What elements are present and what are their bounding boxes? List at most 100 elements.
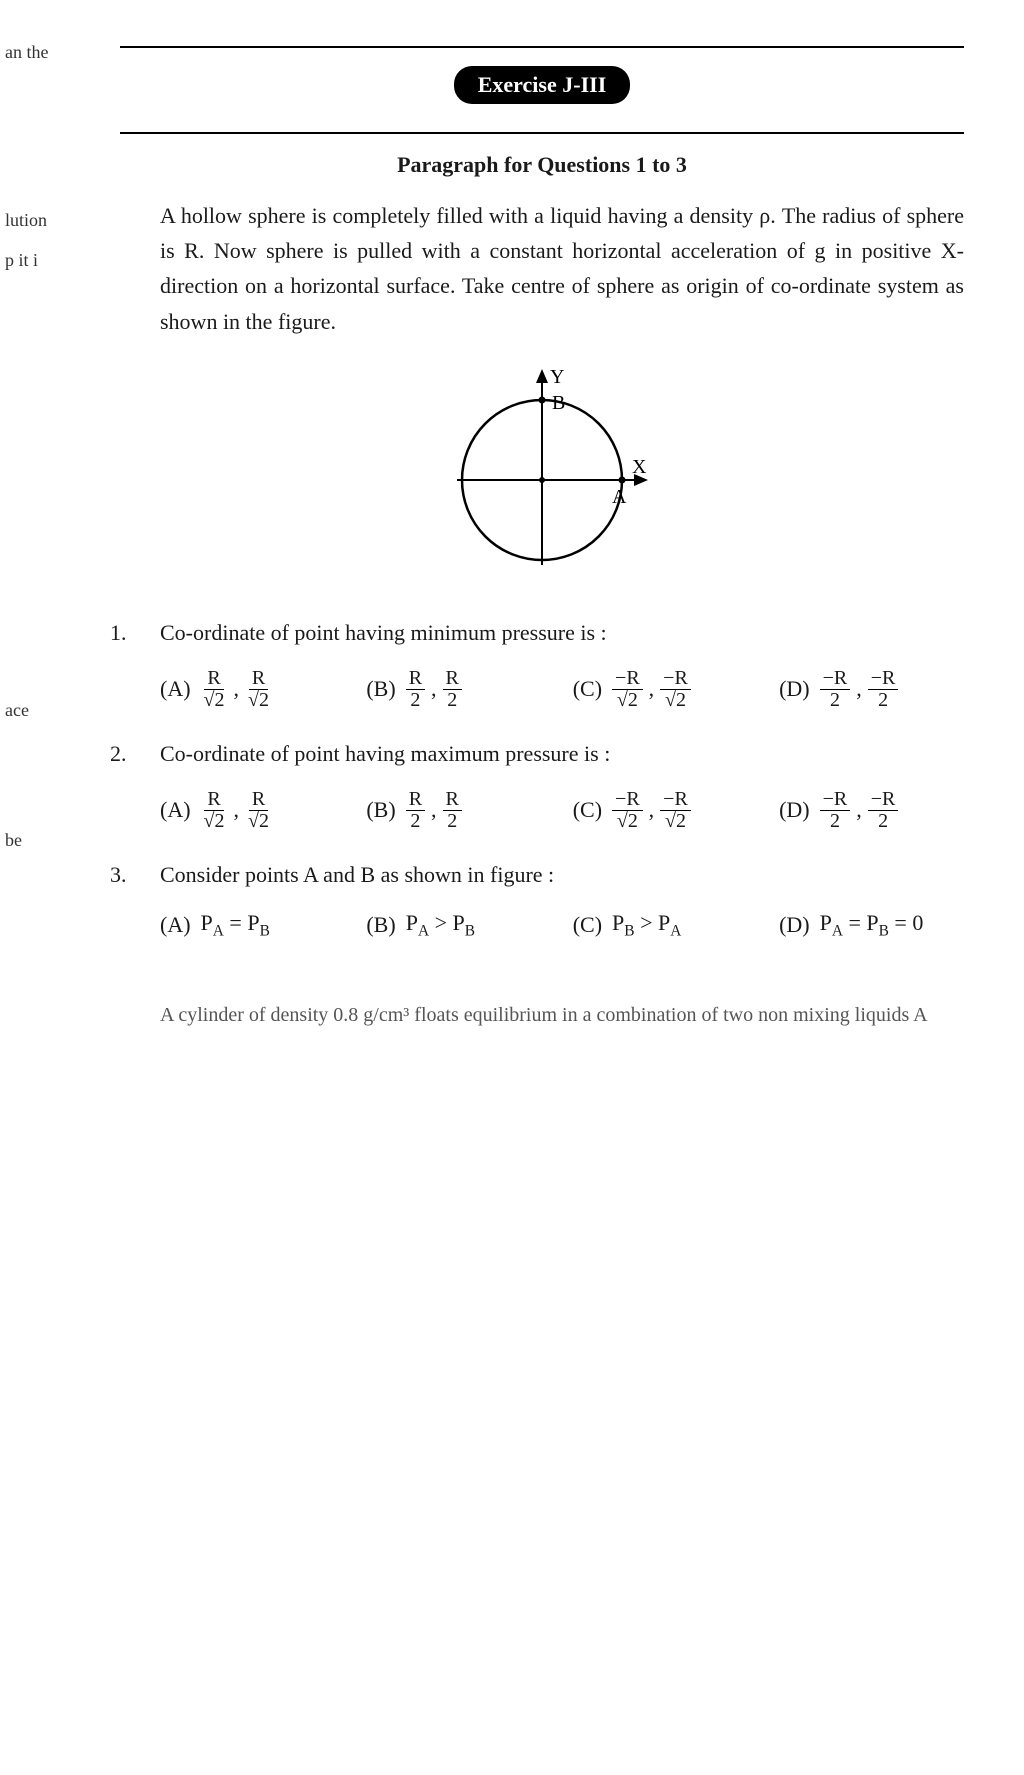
numerator: −R [820, 789, 851, 811]
fraction: −R √2 [660, 668, 691, 711]
q1-option-a: (A) R √2 , R √2 [160, 668, 345, 711]
denominator: 2 [444, 811, 460, 832]
margin-fragment: lution [5, 210, 105, 232]
exercise-banner: Exercise J-III [454, 66, 631, 104]
option-text: PA > PB [406, 910, 475, 940]
numerator: R [204, 789, 223, 811]
option-label: (D) [779, 676, 810, 702]
fraction: −R 2 [868, 789, 899, 832]
question-number: 2. [110, 741, 127, 767]
q2-option-b: (B) R 2 , R 2 [366, 789, 551, 832]
numerator: R [406, 789, 425, 811]
option-text: PB > PA [612, 910, 681, 940]
y-axis-label: Y [550, 366, 564, 388]
denominator: √2 [662, 811, 689, 832]
q3-option-d: (D) PA = PB = 0 [779, 910, 964, 940]
numerator: R [249, 668, 268, 690]
denominator: 2 [407, 811, 423, 832]
q2-option-c: (C) −R √2 , −R √2 [573, 789, 758, 832]
figure-sphere: Y X A B [120, 365, 964, 590]
numerator: −R [612, 668, 643, 690]
q1-option-c: (C) −R √2 , −R √2 [573, 668, 758, 711]
point-a-label: A [612, 486, 627, 508]
option-label: (C) [573, 676, 602, 702]
denominator: 2 [875, 690, 891, 711]
denominator: 2 [827, 811, 843, 832]
fraction: R √2 [201, 789, 228, 832]
divider [120, 132, 964, 134]
option-label: (A) [160, 797, 191, 823]
numerator: −R [660, 789, 691, 811]
fraction: −R √2 [660, 789, 691, 832]
numerator: R [443, 668, 462, 690]
denominator: √2 [614, 690, 641, 711]
question-2: 2. Co-ordinate of point having maximum p… [120, 741, 964, 767]
margin-fragment: an the [5, 42, 105, 64]
numerator: R [249, 789, 268, 811]
numerator: −R [868, 668, 899, 690]
fraction: −R √2 [612, 789, 643, 832]
denominator: √2 [201, 811, 228, 832]
q3-option-c: (C) PB > PA [573, 910, 758, 940]
cropped-bottom-text: A cylinder of density 0.8 g/cm³ floats e… [120, 1000, 964, 1030]
option-label: (A) [160, 912, 191, 938]
fraction: R √2 [201, 668, 228, 711]
question-number: 3. [110, 862, 127, 888]
q2-option-a: (A) R √2 , R √2 [160, 789, 345, 832]
paragraph-title: Paragraph for Questions 1 to 3 [120, 152, 964, 178]
margin-fragment: p it i [5, 250, 105, 272]
question-stem: Consider points A and B as shown in figu… [160, 862, 554, 887]
question-1: 1. Co-ordinate of point having minimum p… [120, 620, 964, 646]
option-text: PA = PB = 0 [820, 910, 924, 940]
numerator: R [443, 789, 462, 811]
margin-fragment: be [5, 830, 105, 852]
fraction: R 2 [406, 668, 425, 711]
sphere-diagram-icon: Y X A B [432, 365, 652, 585]
question-stem: Co-ordinate of point having minimum pres… [160, 620, 607, 645]
numerator: R [406, 668, 425, 690]
option-label: (A) [160, 676, 191, 702]
intro-text: A hollow sphere is completely filled wit… [120, 198, 964, 339]
option-label: (C) [573, 912, 602, 938]
denominator: √2 [245, 811, 272, 832]
q1-options: (A) R √2 , R √2 (B) R 2 , R 2 (C) − [120, 668, 964, 711]
option-label: (C) [573, 797, 602, 823]
fraction: R 2 [443, 668, 462, 711]
fraction: R 2 [443, 789, 462, 832]
fraction: −R √2 [612, 668, 643, 711]
x-axis-label: X [632, 456, 647, 478]
page: an the lution p it i ace be Exercise J-I… [0, 0, 1024, 1775]
q3-option-b: (B) PA > PB [366, 910, 551, 940]
fraction: R √2 [245, 789, 272, 832]
fraction: R √2 [245, 668, 272, 711]
numerator: R [204, 668, 223, 690]
q1-option-b: (B) R 2 , R 2 [366, 668, 551, 711]
question-stem: Co-ordinate of point having maximum pres… [160, 741, 610, 766]
denominator: √2 [201, 690, 228, 711]
numerator: −R [820, 668, 851, 690]
fraction: −R 2 [820, 668, 851, 711]
option-label: (B) [366, 797, 395, 823]
q2-options: (A) R √2 , R √2 (B) R 2 , R 2 (C) − [120, 789, 964, 832]
q3-option-a: (A) PA = PB [160, 910, 345, 940]
numerator: −R [612, 789, 643, 811]
denominator: √2 [662, 690, 689, 711]
fraction: −R 2 [820, 789, 851, 832]
fraction: −R 2 [868, 668, 899, 711]
q1-option-d: (D) −R 2 , −R 2 [779, 668, 964, 711]
margin-fragment: ace [5, 700, 105, 722]
option-label: (D) [779, 912, 810, 938]
option-label: (B) [366, 912, 395, 938]
option-label: (B) [366, 676, 395, 702]
banner-wrap: Exercise J-III [120, 66, 964, 122]
denominator: √2 [245, 690, 272, 711]
q2-option-d: (D) −R 2 , −R 2 [779, 789, 964, 832]
divider [120, 46, 964, 48]
q3-options: (A) PA = PB (B) PA > PB (C) PB > PA (D) … [120, 910, 964, 940]
question-3: 3. Consider points A and B as shown in f… [120, 862, 964, 888]
numerator: −R [868, 789, 899, 811]
denominator: 2 [444, 690, 460, 711]
option-label: (D) [779, 797, 810, 823]
denominator: 2 [875, 811, 891, 832]
denominator: 2 [827, 690, 843, 711]
